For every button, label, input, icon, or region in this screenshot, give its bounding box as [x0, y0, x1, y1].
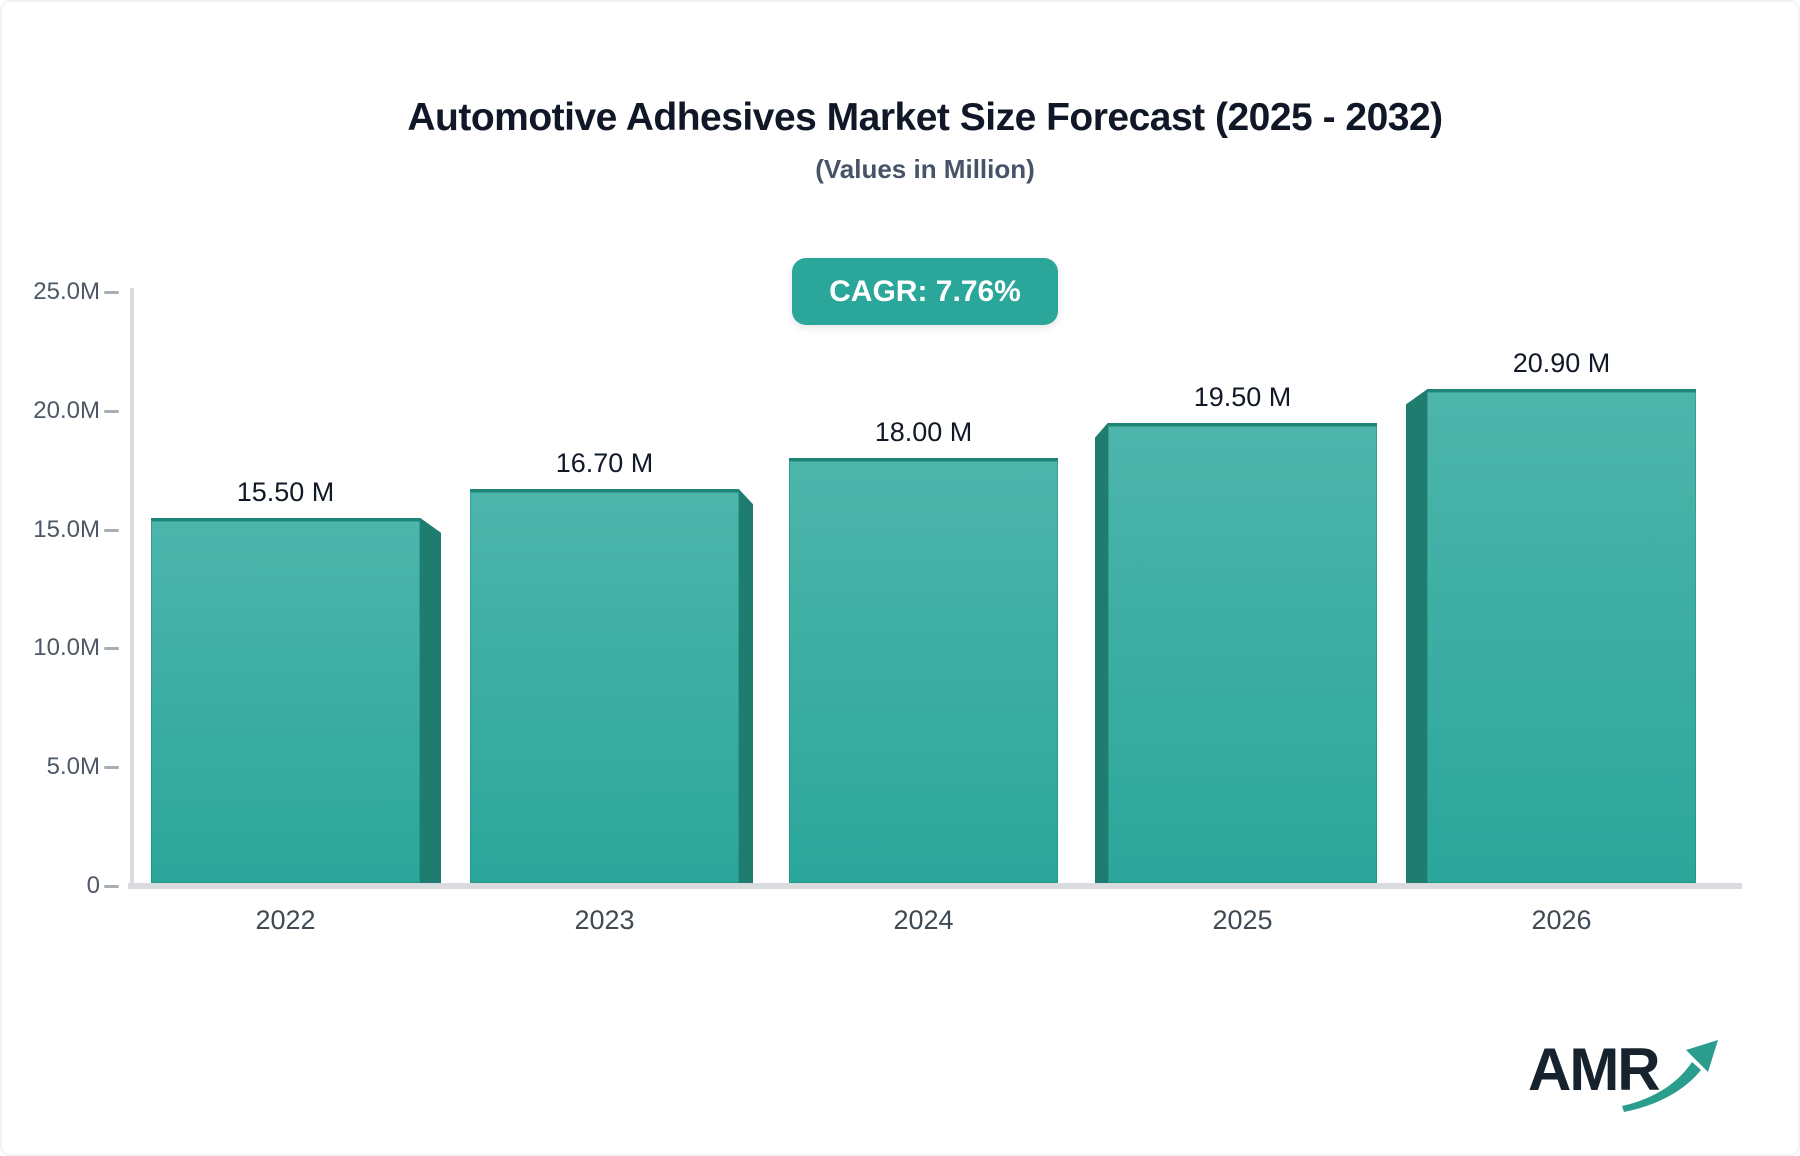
bar-value-label: 19.50 M [1193, 381, 1292, 412]
chart-subtitle: (Values in Million) [815, 154, 1035, 184]
y-axis-tick-label: 10.0M [33, 634, 100, 662]
x-axis-baseline [128, 883, 1742, 889]
x-axis-label: 2026 [1531, 905, 1592, 935]
growth-arrow-icon [1622, 1040, 1718, 1112]
y-axis-tick-label: 15.0M [33, 515, 100, 543]
bar-3d-side-face [420, 517, 441, 883]
y-axis-tick-label: 5.0M [46, 753, 100, 781]
y-axis-tick-mark [104, 885, 119, 888]
bar-value-label: 20.90 M [1512, 348, 1611, 379]
y-axis-tick-mark [104, 766, 119, 770]
bar-3d-side-face [739, 489, 753, 883]
amr-logo: AMR [1528, 1040, 1728, 1130]
cagr-badge: CAGR: 7.76% [792, 258, 1058, 325]
bar-2025 [1108, 422, 1377, 883]
bar-3d-side-face [1406, 389, 1427, 883]
bar-3d-side-face [1095, 422, 1108, 883]
chart-title: Automotive Adhesives Market Size Forecas… [407, 96, 1443, 139]
y-axis-tick-mark [104, 528, 119, 532]
bar-value-label: 16.70 M [555, 448, 654, 479]
y-axis-line [130, 288, 134, 889]
x-axis-label: 2024 [893, 905, 954, 935]
chart-header: Automotive Adhesives Market Size Forecas… [50, 0, 1800, 185]
y-axis-tick-mark [104, 291, 119, 294]
y-axis-tick-label: 0 [86, 872, 100, 899]
bar-2026 [1427, 389, 1696, 883]
bar-2022 [151, 517, 420, 883]
bar-2024 [789, 458, 1058, 883]
y-axis-tick-label: 25.0M [33, 278, 100, 305]
amr-logo-text: AMR [1528, 1036, 1661, 1103]
y-axis-tick-mark [104, 409, 119, 413]
x-axis-label: 2025 [1212, 905, 1273, 935]
bar-value-label: 18.00 M [874, 417, 973, 448]
y-axis-tick-label: 20.0M [33, 396, 100, 424]
bar-value-label: 15.50 M [236, 476, 335, 507]
x-axis-label: 2022 [255, 905, 316, 935]
x-axis-label: 2023 [574, 905, 635, 935]
y-axis-tick-mark [104, 647, 119, 651]
bar-2023 [470, 489, 739, 883]
